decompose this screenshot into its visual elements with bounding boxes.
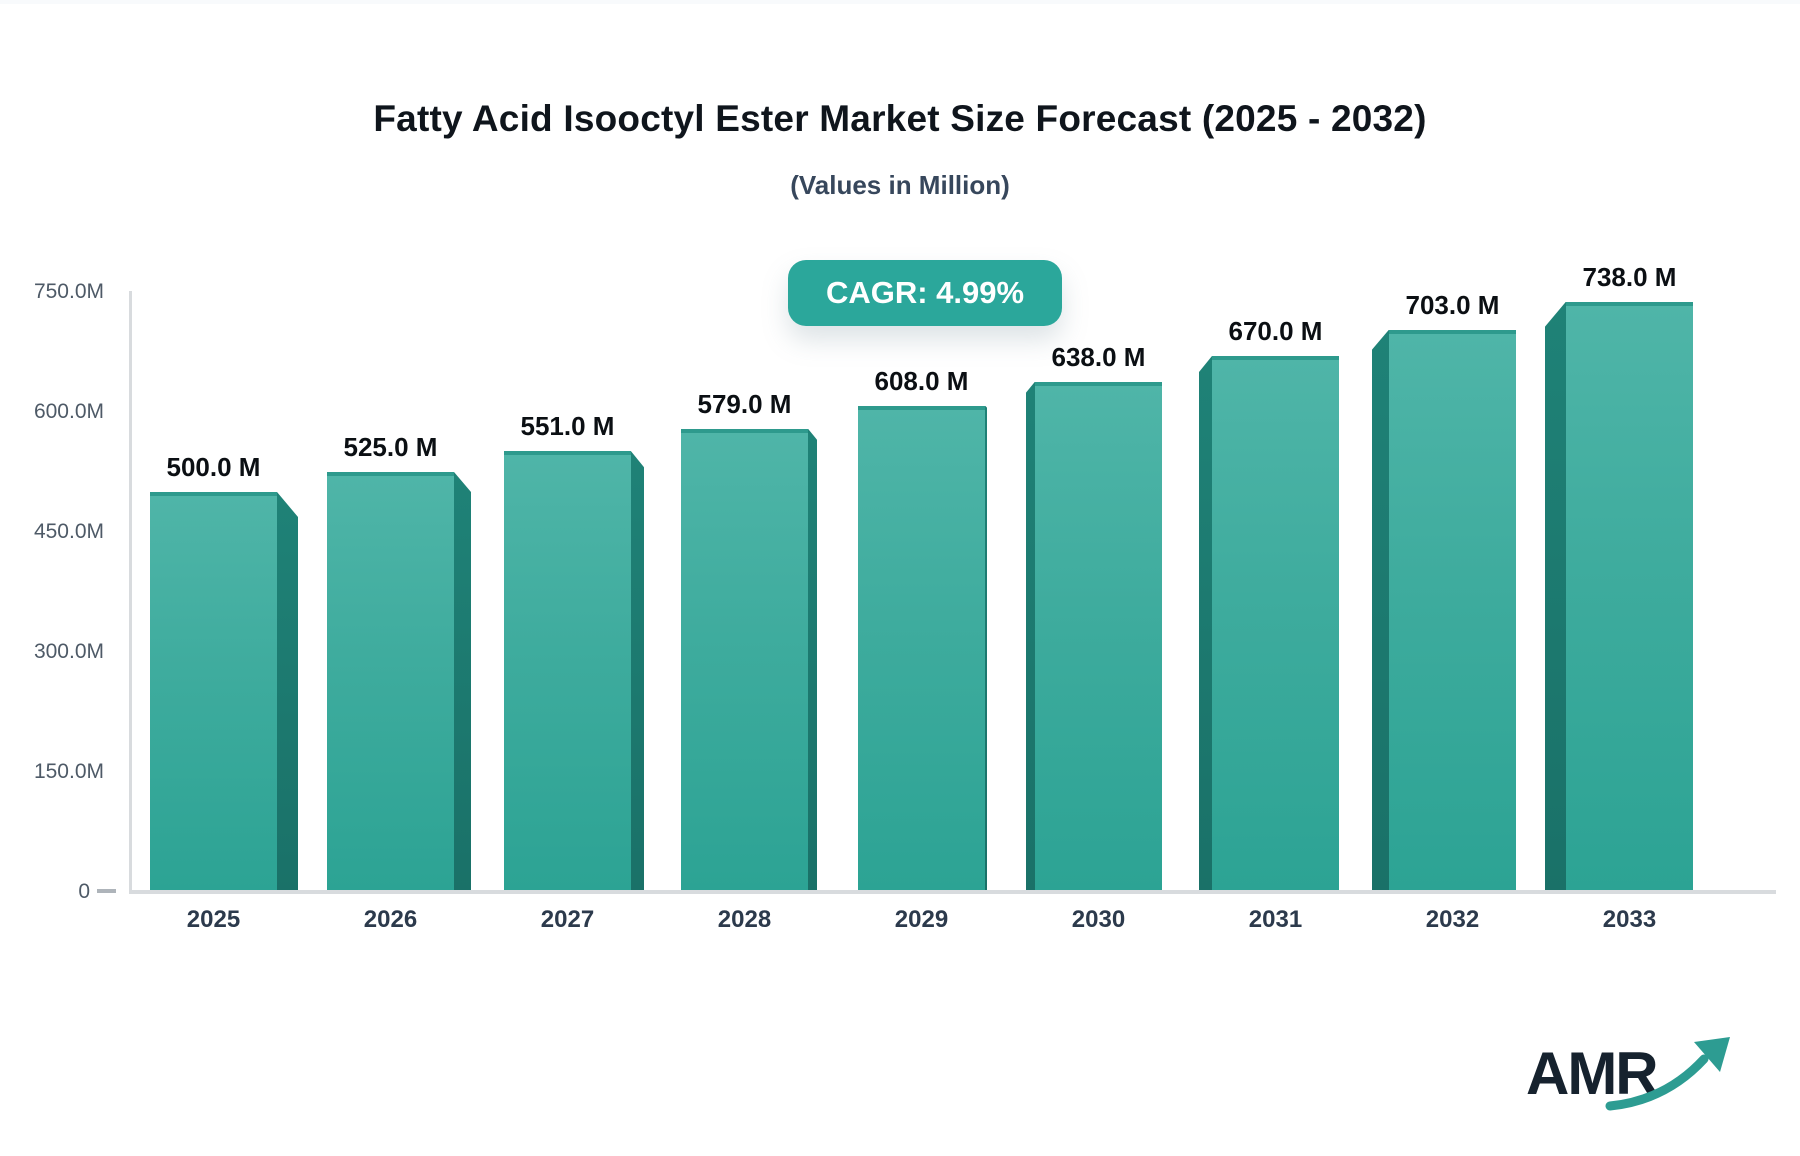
bar-side-face bbox=[808, 428, 817, 892]
bar bbox=[1566, 301, 1693, 892]
bar-side-face bbox=[1372, 329, 1389, 892]
x-axis-category-label: 2027 bbox=[540, 906, 595, 933]
bar bbox=[681, 428, 808, 892]
x-axis-category-label: 2025 bbox=[186, 906, 241, 933]
bar-value-label: 525.0 M bbox=[343, 432, 438, 462]
bar bbox=[150, 492, 277, 892]
logo-text: AMR bbox=[1526, 1040, 1658, 1107]
y-axis-tick-label: 300.0M bbox=[33, 640, 104, 663]
bar bbox=[327, 472, 454, 892]
y-axis-tick-label: 450.0M bbox=[33, 520, 104, 543]
page-subtitle: (Values in Million) bbox=[790, 170, 1010, 200]
bar-value-label: 500.0 M bbox=[166, 452, 261, 482]
bar-side-face bbox=[277, 492, 298, 892]
bar-value-label: 703.0 M bbox=[1405, 289, 1500, 320]
x-axis-category-label: 2026 bbox=[363, 906, 418, 933]
brand-logo: AMR bbox=[1526, 1032, 1736, 1116]
page-title: Fatty Acid Isooctyl Ester Market Size Fo… bbox=[373, 98, 1427, 139]
bar-value-label: 638.0 M bbox=[1051, 341, 1146, 372]
y-axis-line bbox=[129, 291, 132, 892]
bar-side-face bbox=[454, 472, 471, 892]
x-axis-category-label: 2029 bbox=[894, 906, 949, 933]
bar-side-face bbox=[985, 405, 987, 892]
bar bbox=[1212, 356, 1339, 892]
x-axis-line bbox=[129, 890, 1776, 894]
x-axis-category-label: 2028 bbox=[717, 906, 772, 933]
cagr-badge: CAGR: 4.99% bbox=[788, 260, 1062, 326]
zero-tick-dash bbox=[97, 889, 116, 893]
y-axis-tick-label: 750.0M bbox=[33, 280, 104, 303]
bar-value-label: 670.0 M bbox=[1228, 316, 1323, 346]
x-axis-category-label: 2031 bbox=[1248, 906, 1303, 933]
bar-side-face bbox=[1545, 301, 1566, 892]
x-axis-category-label: 2032 bbox=[1425, 906, 1480, 933]
bar bbox=[1389, 329, 1516, 892]
bar bbox=[504, 451, 631, 892]
y-axis-tick-label: 150.0M bbox=[33, 760, 104, 783]
amr-logo: AMR bbox=[1526, 1037, 1730, 1111]
y-axis-tick-label: 0 bbox=[78, 880, 90, 903]
bar-side-face bbox=[1199, 356, 1212, 892]
bar-value-label: 551.0 M bbox=[520, 411, 615, 442]
cagr-badge-label: CAGR: 4.99% bbox=[825, 275, 1025, 310]
bar-side-face bbox=[1026, 381, 1035, 892]
y-axis-tick-label: 600.0M bbox=[33, 400, 104, 423]
bar bbox=[858, 405, 985, 892]
bar-value-label: 738.0 M bbox=[1582, 261, 1677, 292]
x-axis-category-label: 2030 bbox=[1071, 906, 1126, 933]
x-axis-category-label: 2033 bbox=[1602, 906, 1657, 933]
bar-value-label: 579.0 M bbox=[697, 388, 792, 419]
bar-value-label: 608.0 M bbox=[874, 365, 969, 396]
bar bbox=[1035, 381, 1162, 892]
growth-arrow-icon bbox=[1605, 1037, 1730, 1111]
bar-side-face bbox=[631, 451, 644, 892]
